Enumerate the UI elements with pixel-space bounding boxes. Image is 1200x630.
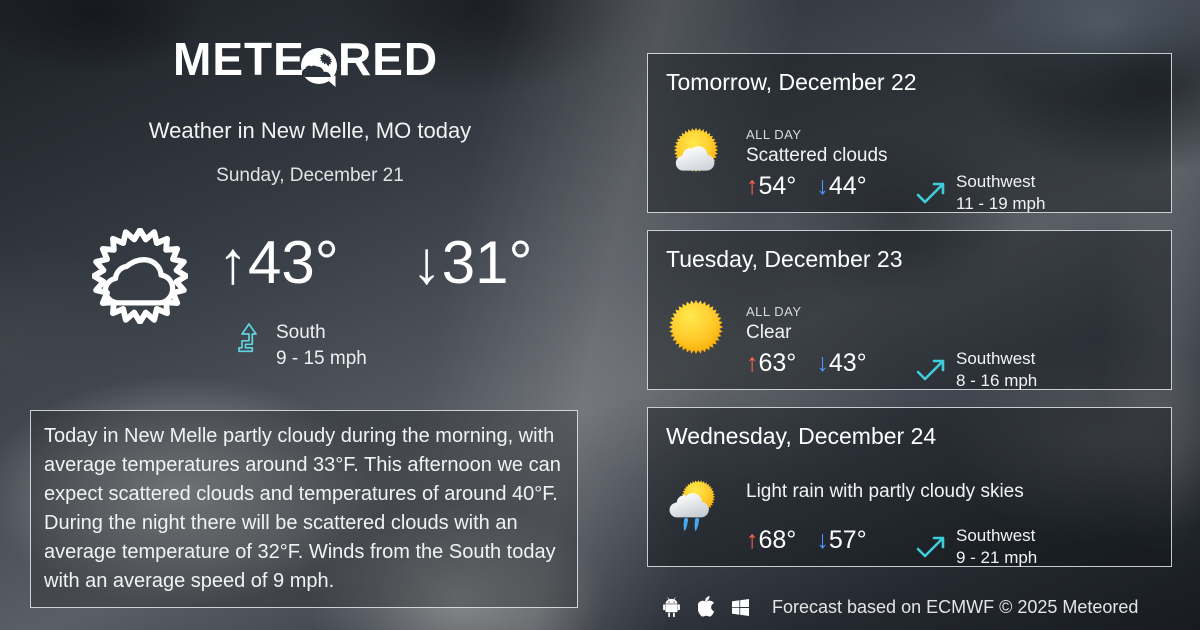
svg-text:RED: RED: [338, 33, 438, 85]
svg-text:METE: METE: [173, 33, 305, 85]
